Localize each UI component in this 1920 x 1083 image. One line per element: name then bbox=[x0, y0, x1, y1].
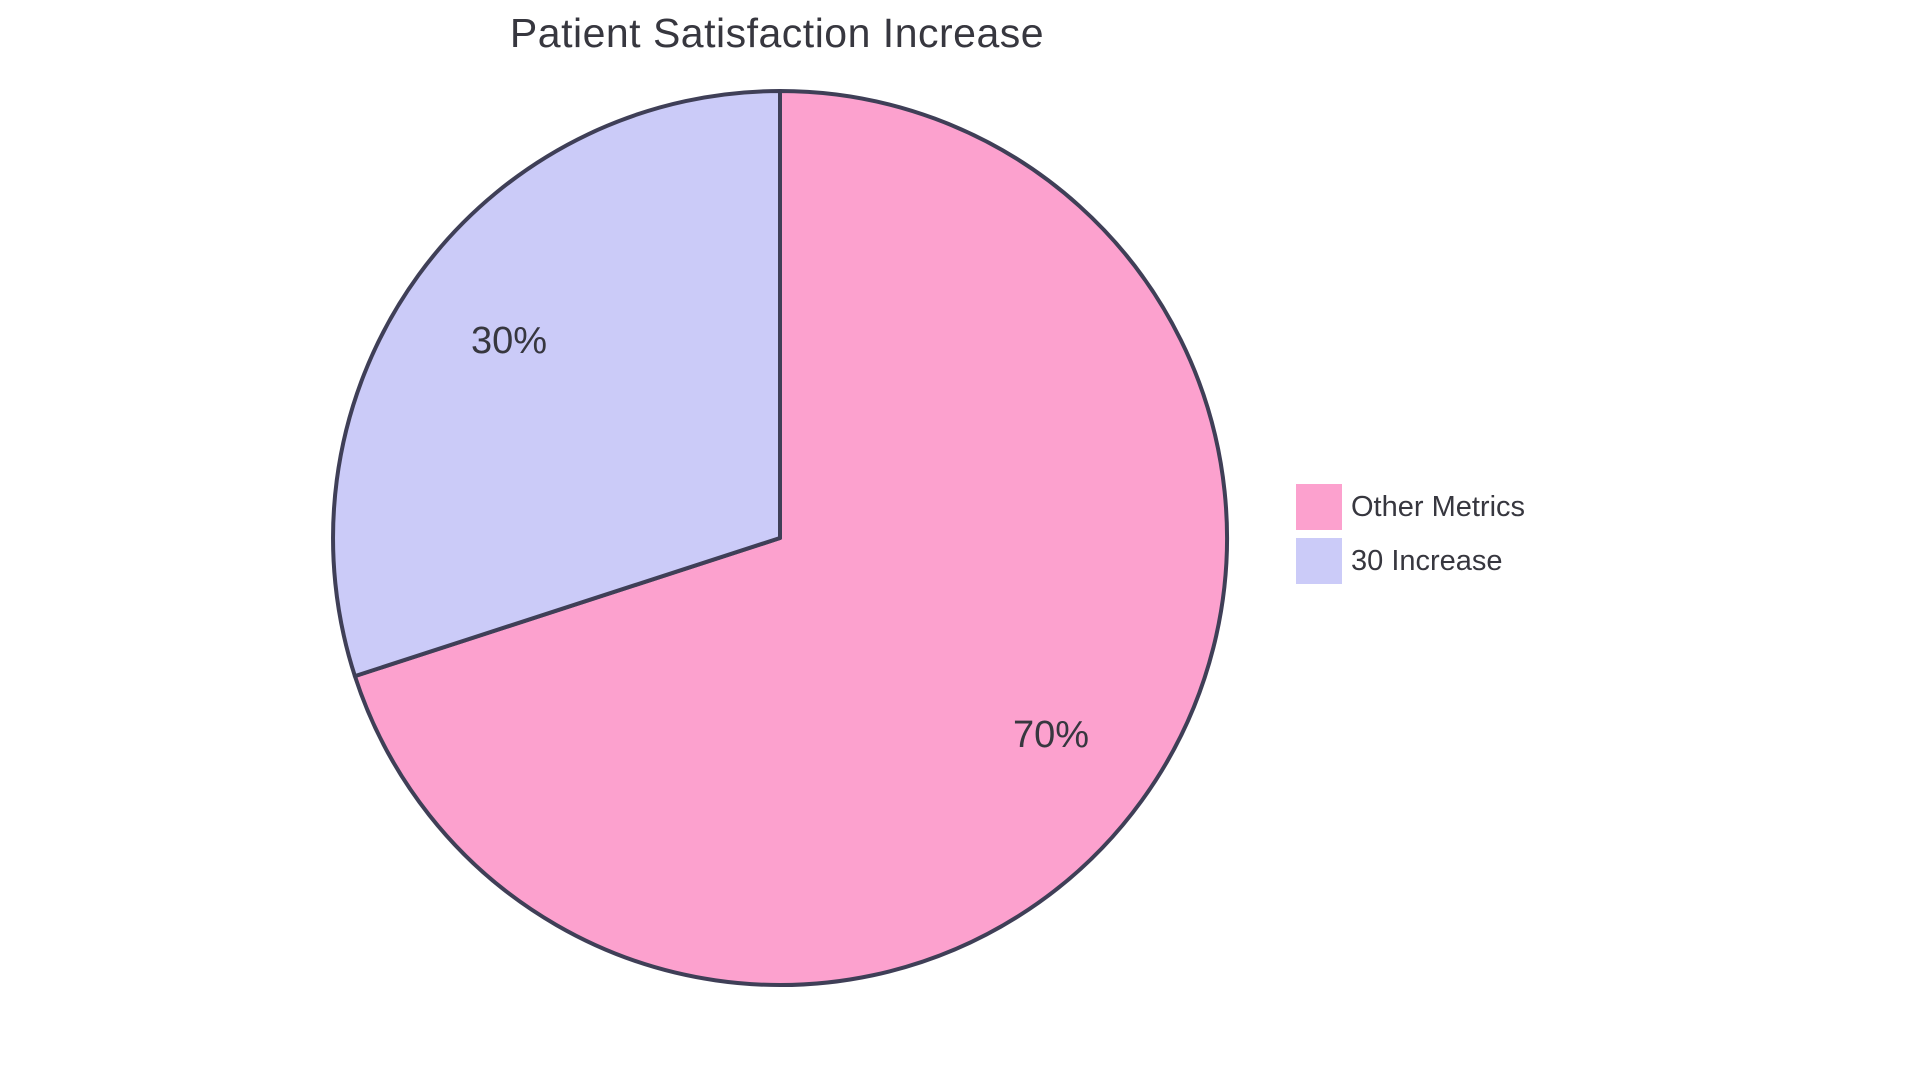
pie-slice-other-metrics[interactable] bbox=[352, 89, 1230, 987]
legend-label-other-metrics: Other Metrics bbox=[1351, 490, 1526, 523]
legend-item-30-increase[interactable]: 30 Increase bbox=[1296, 538, 1525, 584]
legend: Other Metrics 30 Increase bbox=[1296, 484, 1525, 592]
pie-slice-labels: 70% 30% bbox=[471, 320, 1089, 756]
pie-slice-label-70: 70% bbox=[1013, 714, 1089, 756]
pie-slice-30-increase[interactable] bbox=[331, 89, 782, 679]
pie-slice-label-30: 30% bbox=[471, 320, 547, 362]
legend-swatch-30-increase bbox=[1296, 538, 1342, 584]
legend-item-other-metrics[interactable]: Other Metrics bbox=[1296, 484, 1525, 530]
legend-swatch-other-metrics bbox=[1296, 484, 1342, 530]
chart-title: Patient Satisfaction Increase bbox=[509, 10, 1045, 56]
pie-slices bbox=[331, 89, 1230, 987]
legend-label-30-increase: 30 Increase bbox=[1351, 544, 1503, 577]
